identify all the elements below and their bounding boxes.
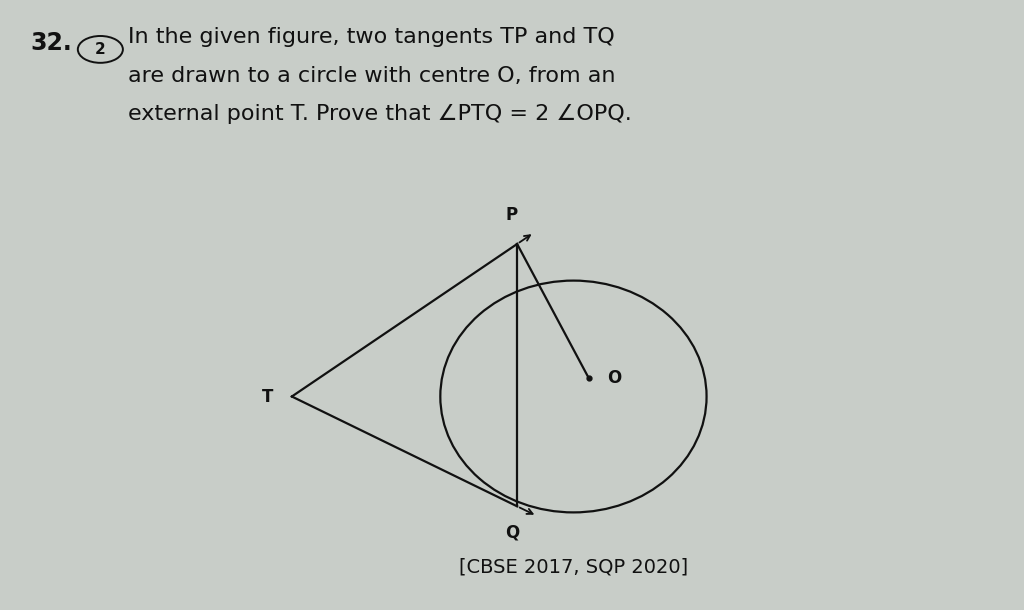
Text: In the given figure, two tangents TP and TQ: In the given figure, two tangents TP and…: [128, 27, 614, 48]
Text: 32.: 32.: [31, 30, 73, 54]
Text: O: O: [607, 369, 622, 387]
Text: external point T. Prove that ∠PTQ = 2 ∠OPQ.: external point T. Prove that ∠PTQ = 2 ∠O…: [128, 104, 632, 124]
Text: 2: 2: [95, 42, 105, 57]
Text: are drawn to a circle with centre O, from an: are drawn to a circle with centre O, fro…: [128, 66, 615, 86]
Text: T: T: [262, 387, 273, 406]
Text: Q: Q: [505, 523, 519, 542]
Text: [CBSE 2017, SQP 2020]: [CBSE 2017, SQP 2020]: [459, 558, 688, 577]
Text: P: P: [506, 206, 518, 224]
